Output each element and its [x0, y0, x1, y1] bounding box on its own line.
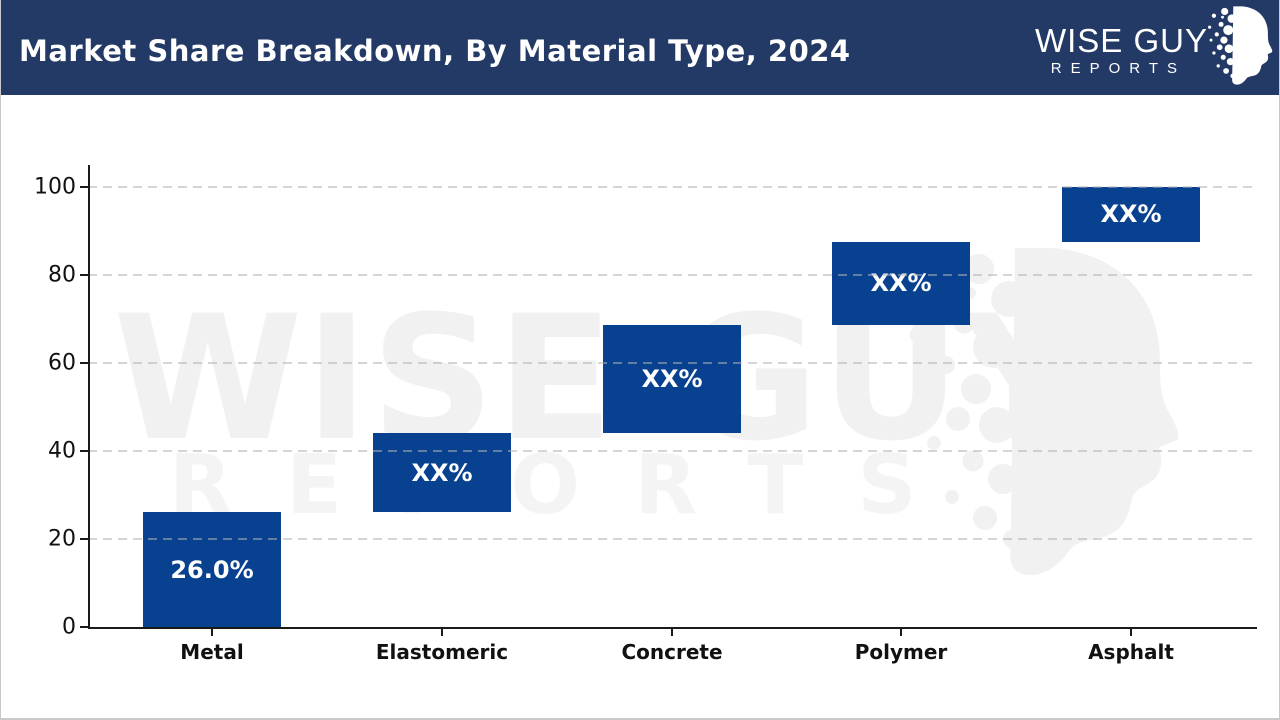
bar-elastomeric: XX%	[373, 433, 511, 513]
x-tick-polymer	[900, 629, 902, 636]
bar-value-label-metal: 26.0%	[170, 555, 254, 584]
bar-metal: 26.0%	[143, 512, 281, 627]
x-tick-label-asphalt: Asphalt	[1088, 640, 1174, 664]
x-axis-line	[88, 627, 1257, 629]
x-tick-metal	[211, 629, 213, 636]
gridline-60	[88, 361, 1257, 364]
x-tick-elastomeric	[441, 629, 443, 636]
x-tick-label-metal: Metal	[180, 640, 244, 664]
x-tick-label-polymer: Polymer	[854, 640, 948, 664]
x-tick-label-concrete: Concrete	[621, 640, 723, 664]
y-tick-label-40: 40	[48, 438, 76, 464]
bar-polymer: XX%	[832, 241, 970, 326]
x-tick-asphalt	[1130, 629, 1132, 636]
y-axis-line	[88, 165, 90, 629]
logo-subtitle: REPORTS	[1050, 60, 1186, 77]
x-tick-concrete	[671, 629, 673, 636]
bar-asphalt: XX%	[1062, 186, 1200, 242]
y-tick-label-60: 60	[48, 350, 76, 376]
bar-concrete: XX%	[603, 325, 741, 434]
y-tick-label-100: 100	[34, 174, 76, 199]
y-tick-80	[80, 273, 88, 276]
y-tick-100	[80, 185, 88, 188]
header-banner: Market Share Breakdown, By Material Type…	[1, 0, 1279, 95]
logo-head-icon	[1208, 6, 1273, 85]
gridline-80	[88, 273, 1257, 276]
y-tick-label-0: 0	[62, 614, 76, 640]
gridline-20	[88, 537, 1257, 540]
gridline-40	[88, 449, 1257, 452]
y-tick-20	[80, 537, 88, 540]
gridline-100	[88, 185, 1257, 188]
watermark-subtitle: REPORTS	[169, 438, 971, 533]
y-tick-label-80: 80	[48, 262, 76, 288]
x-tick-label-elastomeric: Elastomeric	[375, 640, 509, 664]
y-tick-60	[80, 361, 88, 364]
bar-value-label-concrete: XX%	[641, 365, 703, 394]
y-tick-label-20: 20	[48, 526, 76, 552]
bar-value-label-elastomeric: XX%	[411, 458, 473, 487]
wise-guy-reports-logo: WISE GUY REPORTS	[1026, 0, 1273, 95]
logo-wordmark: WISE GUY	[1034, 22, 1208, 59]
y-tick-40	[80, 449, 88, 452]
bar-value-label-asphalt: XX%	[1100, 200, 1162, 229]
watermark-head-icon	[909, 248, 1179, 576]
y-tick-0	[80, 626, 88, 628]
chart-title: Market Share Breakdown, By Material Type…	[19, 34, 851, 68]
